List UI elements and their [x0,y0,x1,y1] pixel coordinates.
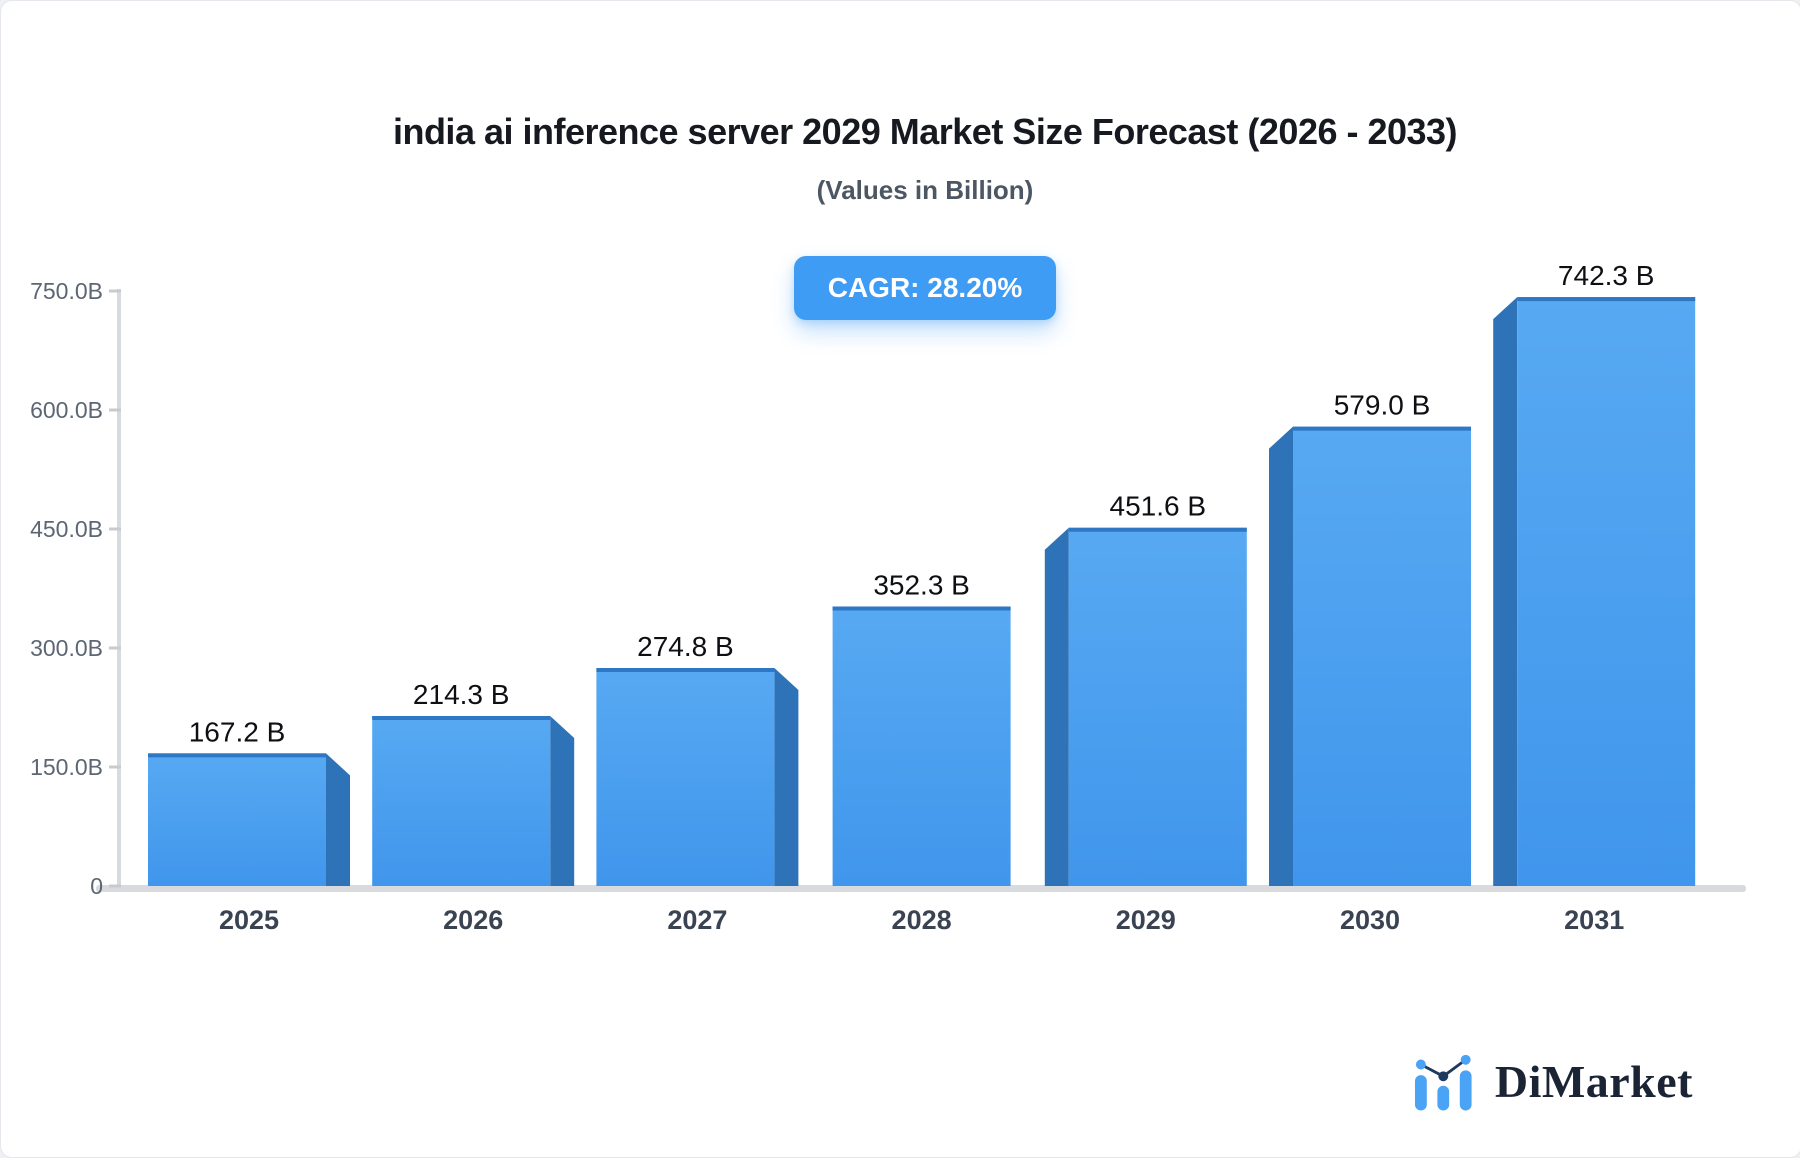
y-tick-label: 600.0B [30,397,103,423]
bar-chart-logo-icon [1414,1054,1472,1111]
bar-group-2026: 214.3 B 2026 [372,679,575,935]
bar-front-face [1068,527,1247,886]
bar-side-face [774,667,799,886]
bar-top-edge [372,715,551,720]
bar-value-label: 579.0 B [1334,390,1431,421]
x-tick-label: 2026 [443,905,503,935]
cagr-badge: CAGR: 28.20% [793,256,1057,320]
chart-subtitle: (Values in Billion) [816,175,1034,205]
cagr-badge-row: CAGR: 28.20% [1,256,1800,320]
bar-front-face [1293,426,1471,886]
x-tick-label: 2028 [892,905,952,935]
y-tick-mark [109,884,121,888]
bar-top-edge [1293,426,1471,431]
bar-top-edge [1517,297,1696,302]
bar-front-face [596,667,775,886]
bar-side-face [1269,426,1293,886]
y-tick-label: 0 [90,873,103,899]
bar-top-edge [1068,527,1247,532]
y-tick-mark [109,408,121,412]
y-tick-label: 750.0B [30,278,103,304]
bar-value-label: 742.3 B [1558,260,1655,291]
x-tick-label: 2031 [1564,905,1624,935]
x-axis-line [96,885,1746,892]
bar-group-2027: 274.8 B 2027 [596,631,799,935]
bar-group-2029: 451.6 B 2029 [1044,491,1247,935]
bar-front-face [832,606,1011,886]
y-tick-label: 300.0B [30,635,103,661]
bar-group-2031: 742.3 B 2031 [1493,260,1696,935]
x-tick-label: 2027 [667,905,727,935]
bar-front-face [372,715,551,886]
bar-value-label: 352.3 B [873,570,970,601]
brand-logo: DiMarket [1414,1051,1693,1111]
y-tick-mark [109,646,121,650]
bar-top-edge [596,667,775,672]
bar-front-face [148,753,326,886]
x-tick-label: 2029 [1116,905,1176,935]
x-tick-label: 2025 [219,905,279,935]
bar-front-face [1517,297,1696,887]
bar-side-face [1044,527,1069,886]
bar-side-face [326,753,350,886]
bar-value-label: 214.3 B [413,679,510,710]
page-title: india ai inference server 2029 Market Si… [392,111,1458,152]
y-tick-label: 450.0B [30,516,103,542]
bar-group-2030: 579.0 B 2030 [1269,390,1471,935]
bar-side-face [550,715,575,886]
brand-name: DiMarket [1494,1055,1693,1107]
y-tick-mark [109,765,121,769]
y-tick-label: 150.0B [30,754,103,780]
bar-side-face [1493,297,1518,887]
bar-value-label: 167.2 B [189,716,286,747]
y-axis-line [117,289,121,892]
bar-group-2028: 352.3 B 2028 [832,570,1011,935]
bar-top-edge [832,606,1011,611]
bar-value-label: 451.6 B [1110,491,1207,522]
bar-group-2025: 167.2 B 2025 [148,716,350,935]
bar-top-edge [148,753,326,758]
y-tick-mark [109,527,121,531]
x-tick-label: 2030 [1340,905,1400,935]
y-tick-mark [109,289,121,293]
bar-value-label: 274.8 B [637,631,734,662]
